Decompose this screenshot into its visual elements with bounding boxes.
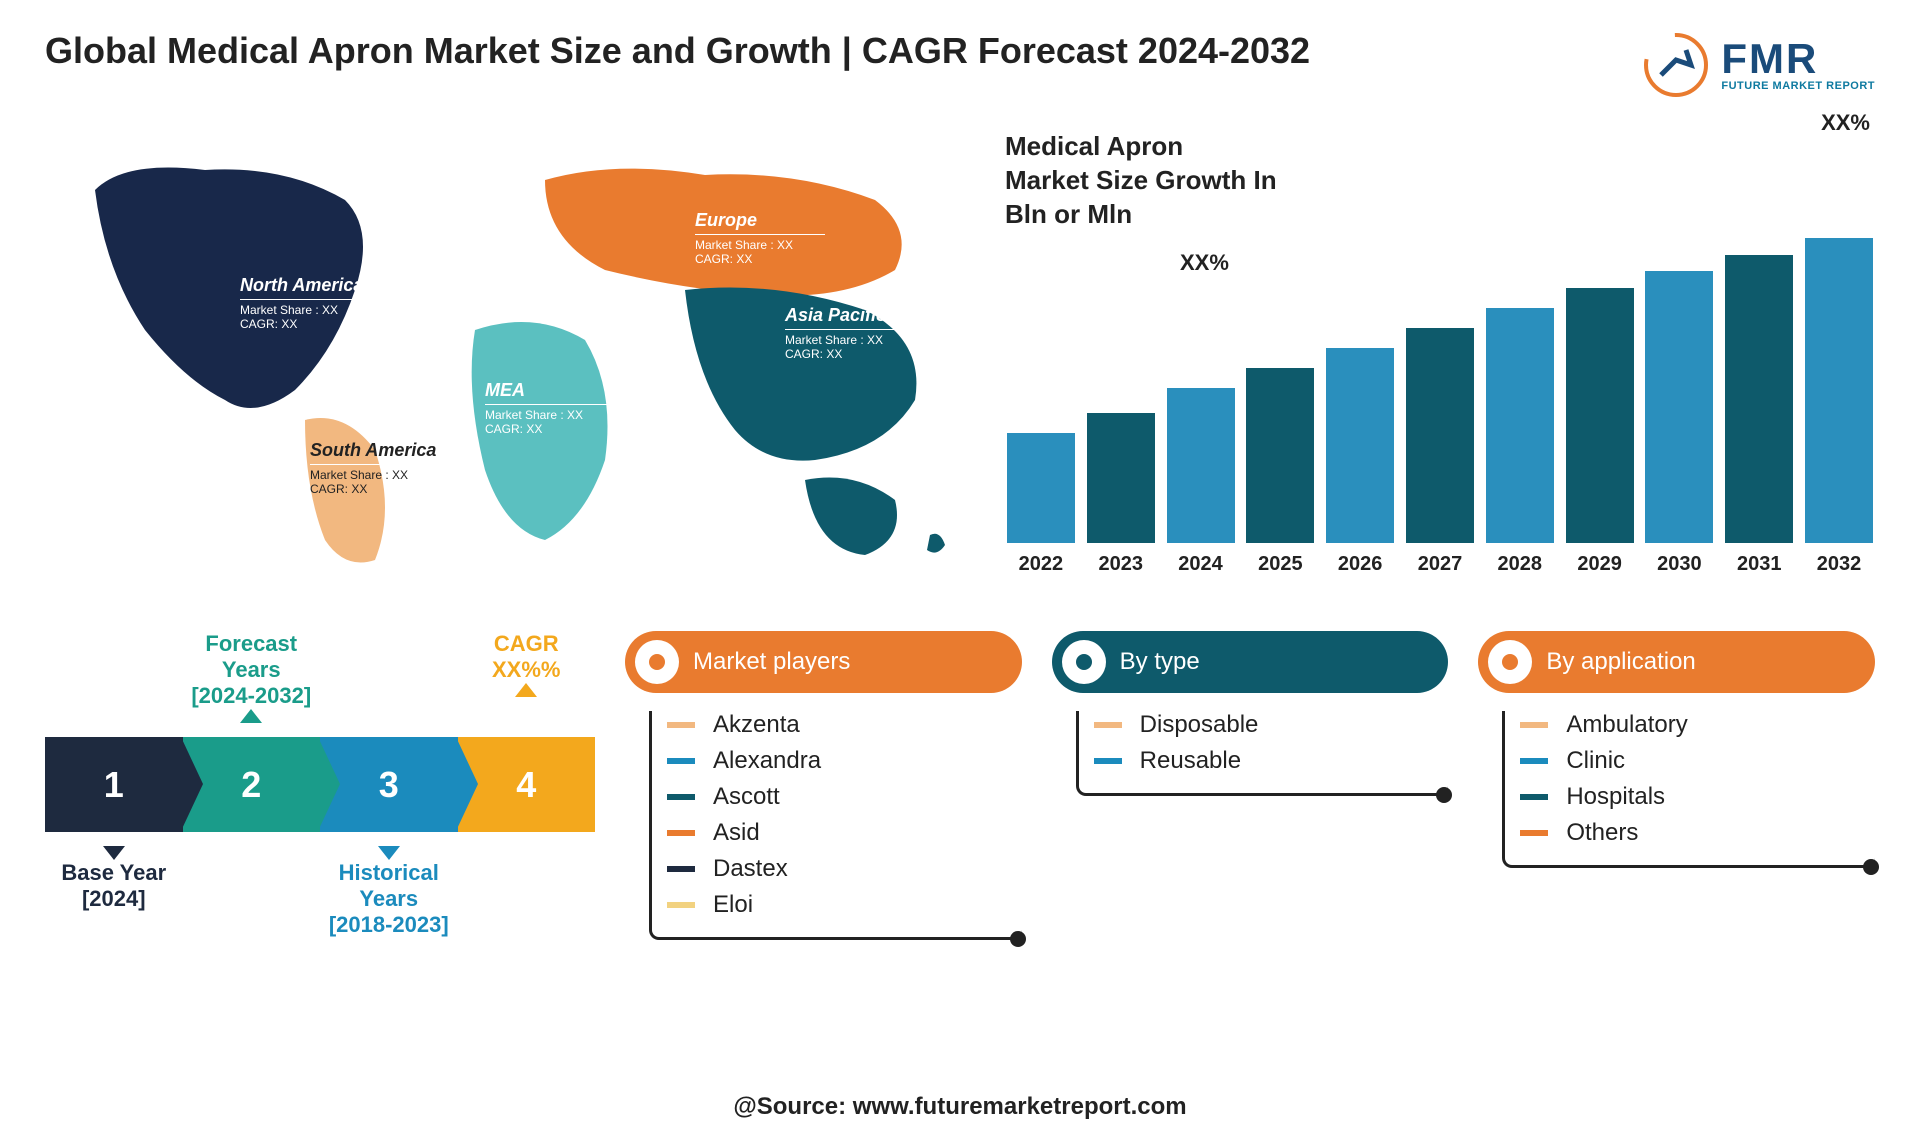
bar-2023: 2023 (1085, 413, 1157, 576)
tl-label-forecast-years: Forecast Years[2024-2032] (183, 631, 321, 729)
logo-text-big: FMR (1721, 38, 1818, 80)
bar-2030: 2030 (1644, 271, 1716, 576)
bar-2025: 2025 (1244, 368, 1316, 576)
fmr-logo-icon (1641, 30, 1711, 100)
region-label-europe: EuropeMarket Share : XXCAGR: XX (695, 210, 825, 266)
tl-seg-2: 2 (183, 737, 321, 832)
growth-bar-chart: Medical ApronMarket Size Growth InBln or… (1005, 130, 1875, 576)
list-item: Others (1520, 819, 1875, 847)
source-attribution: @Source: www.futuremarketreport.com (0, 1093, 1920, 1121)
chart-title: Medical ApronMarket Size Growth InBln or… (1005, 130, 1875, 231)
tl-label-cagr: CAGRXX%% (458, 631, 596, 729)
list-item: Reusable (1094, 747, 1449, 775)
region-label-south-america: South AmericaMarket Share : XXCAGR: XX (310, 440, 440, 496)
bar-2029: 2029 (1564, 288, 1636, 576)
pill-header: Market players (625, 631, 1022, 693)
list-item: Asid (667, 819, 1022, 847)
bar-2022: 2022 (1005, 433, 1077, 576)
tl-seg-1: 1 (45, 737, 183, 832)
region-label-mea: MEAMarket Share : XXCAGR: XX (485, 380, 615, 436)
pill-header: By type (1052, 631, 1449, 693)
info-col-by-type: By type Disposable Reusable (1052, 631, 1449, 940)
list-item: Clinic (1520, 747, 1875, 775)
region-label-north-america: North AmericaMarket Share : XXCAGR: XX (240, 275, 370, 331)
tl-label-base-year: Base Year[2024] (45, 840, 183, 938)
bar-2028: 2028 (1484, 308, 1556, 576)
list-item: Hospitals (1520, 783, 1875, 811)
page-title: Global Medical Apron Market Size and Gro… (45, 30, 1310, 72)
tl-seg-4: 4 (458, 737, 596, 832)
region-label-asia-pacific: Asia PacificMarket Share : XXCAGR: XX (785, 305, 915, 361)
logo-text-small: FUTURE MARKET REPORT (1721, 80, 1875, 92)
bar-2031: 2031 (1723, 255, 1795, 576)
bar-2027: 2027 (1404, 328, 1476, 576)
list-item: Disposable (1094, 711, 1449, 739)
timeline: Forecast Years[2024-2032] CAGRXX%% 1234 B… (45, 631, 595, 940)
info-col-market-players: Market players Akzenta Alexandra Ascott … (625, 631, 1022, 940)
fmr-logo: FMR FUTURE MARKET REPORT (1641, 30, 1875, 100)
bar-2024: 2024 (1165, 388, 1237, 576)
list-item: Ascott (667, 783, 1022, 811)
annot-end: XX% (1821, 110, 1870, 136)
list-item: Akzenta (667, 711, 1022, 739)
bar-2026: 2026 (1324, 348, 1396, 576)
list-item: Ambulatory (1520, 711, 1875, 739)
list-item: Alexandra (667, 747, 1022, 775)
list-item: Eloi (667, 891, 1022, 919)
tl-seg-3: 3 (320, 737, 458, 832)
bar-2032: 2032 (1803, 238, 1875, 576)
pill-header: By application (1478, 631, 1875, 693)
world-map: North AmericaMarket Share : XXCAGR: XX So… (45, 130, 965, 570)
list-item: Dastex (667, 855, 1022, 883)
tl-label-historical-years: Historical Years[2018-2023] (320, 840, 458, 938)
info-col-by-application: By application Ambulatory Clinic Hospita… (1478, 631, 1875, 940)
